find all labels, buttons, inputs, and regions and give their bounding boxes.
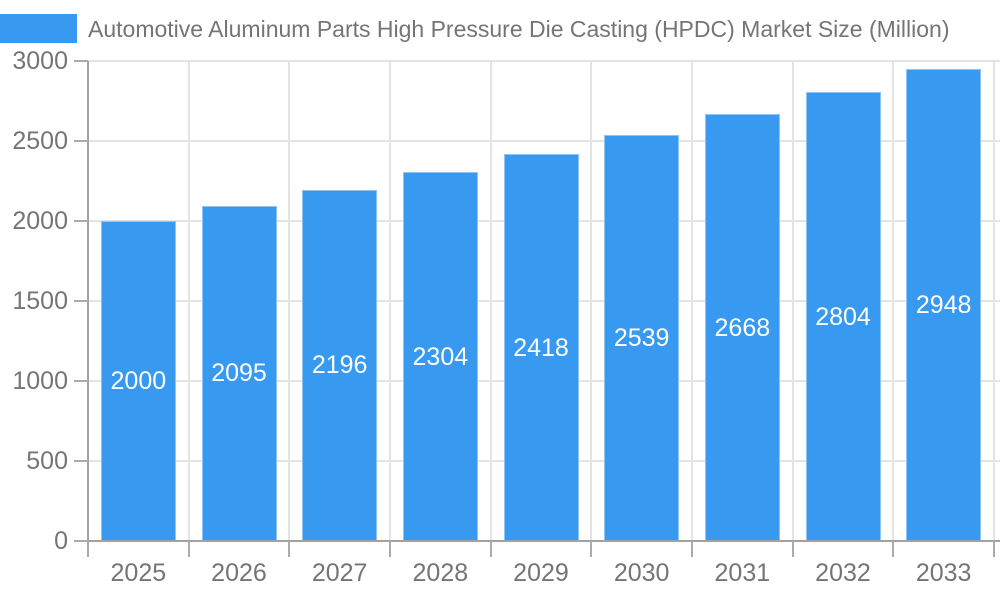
bar-value-label: 2196 — [311, 351, 368, 380]
x-tick — [87, 541, 89, 557]
x-tick — [187, 541, 190, 557]
x-tick — [489, 541, 492, 557]
bar[interactable] — [604, 134, 680, 541]
y-tick — [74, 380, 88, 382]
bar[interactable] — [402, 172, 478, 541]
bar[interactable] — [201, 205, 277, 541]
y-tick-label: 500 — [26, 447, 68, 475]
x-tick — [288, 541, 291, 557]
y-tick — [74, 300, 88, 302]
v-gridline — [590, 61, 593, 541]
y-tick — [74, 140, 88, 142]
x-tick-label: 2033 — [915, 559, 972, 587]
y-tick-label: 1000 — [12, 367, 68, 395]
bar-value-label: 2668 — [714, 313, 771, 342]
bar-value-label: 2948 — [915, 291, 972, 320]
x-tick-label: 2027 — [311, 559, 368, 587]
legend-label: Automotive Aluminum Parts High Pressure … — [88, 16, 950, 42]
y-tick — [74, 460, 88, 462]
legend-swatch — [0, 14, 77, 43]
v-gridline — [691, 61, 693, 541]
bar-value-label: 2804 — [815, 302, 871, 331]
v-gridline — [489, 61, 492, 541]
bar-value-label: 2418 — [513, 333, 569, 362]
bar[interactable] — [704, 114, 780, 541]
y-tick-label: 3000 — [12, 47, 68, 75]
x-tick-label: 2030 — [613, 559, 670, 587]
x-tick — [892, 541, 895, 557]
v-gridline — [791, 61, 794, 541]
bar[interactable] — [503, 154, 579, 541]
v-gridline — [993, 61, 995, 541]
y-tick-label: 1500 — [12, 287, 68, 315]
bar-value-label: 2000 — [110, 367, 167, 395]
x-tick — [993, 541, 995, 557]
x-tick-label: 2032 — [815, 559, 871, 587]
y-tick-label: 2500 — [12, 127, 68, 155]
bar[interactable] — [805, 92, 881, 541]
y-tick-label: 2000 — [12, 207, 68, 235]
x-tick-label: 2029 — [513, 559, 569, 587]
bar[interactable] — [302, 189, 378, 541]
bar-value-label: 2095 — [211, 359, 267, 388]
bar[interactable] — [100, 221, 176, 541]
v-gridline — [187, 61, 190, 541]
y-tick — [74, 540, 88, 542]
x-tick — [791, 541, 794, 557]
y-tick — [74, 220, 88, 222]
x-tick-label: 2025 — [110, 559, 167, 587]
bar-value-label: 2304 — [412, 342, 469, 371]
x-axis-line — [88, 540, 1000, 542]
v-gridline — [389, 61, 391, 541]
v-gridline — [892, 61, 895, 541]
x-tick-label: 2028 — [412, 559, 469, 587]
v-gridline — [288, 61, 291, 541]
x-tick — [691, 541, 693, 557]
y-tick — [74, 60, 88, 62]
bar-value-label: 2539 — [613, 323, 670, 352]
bar[interactable] — [906, 69, 982, 541]
x-tick-label: 2026 — [211, 559, 267, 587]
h-gridline — [88, 140, 1000, 142]
x-tick — [389, 541, 391, 557]
x-tick-label: 2031 — [714, 559, 771, 587]
h-gridline — [88, 60, 1000, 62]
y-axis-line — [87, 61, 89, 557]
x-tick — [590, 541, 593, 557]
y-tick-label: 0 — [54, 527, 68, 555]
